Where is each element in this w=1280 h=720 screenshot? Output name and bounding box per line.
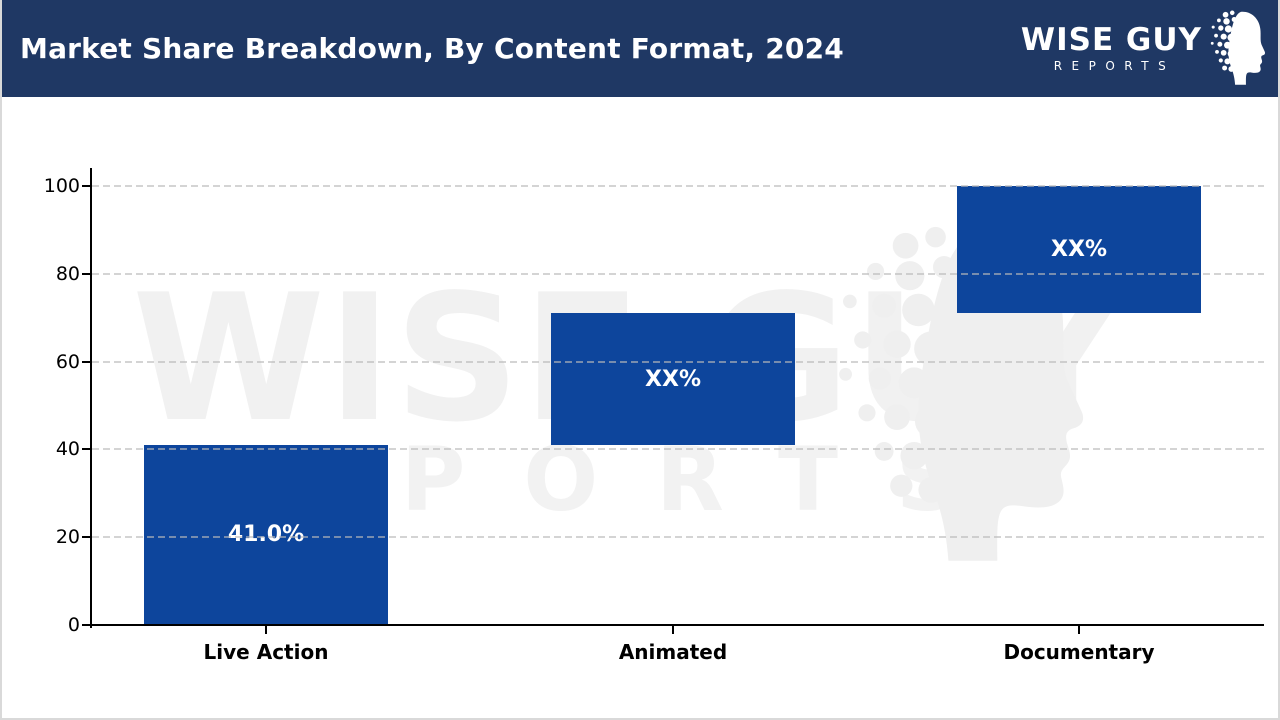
logo-tagline: REPORTS: [1053, 58, 1176, 73]
y-tick-mark-20: [82, 536, 90, 539]
y-tick-mark-40: [82, 448, 90, 451]
y-tick-mark-60: [82, 360, 90, 363]
y-tick-label-0: 0: [67, 614, 80, 636]
logo-name: WISE GUY: [1020, 22, 1202, 59]
y-tick-label-20: 20: [55, 526, 80, 549]
x-tick-mark-0: [265, 626, 267, 634]
y-tick-label-40: 40: [55, 438, 80, 461]
x-category-label-live-action: Live Action: [203, 640, 329, 664]
wise-guy-reports-logo: WISE GUY REPORTS: [1021, 9, 1268, 89]
y-tick-label-60: 60: [55, 350, 80, 373]
bar-animated: XX%: [551, 313, 795, 445]
gridline-y40: [92, 448, 1264, 451]
x-category-label-documentary: Documentary: [1003, 640, 1155, 664]
header-bar: Market Share Breakdown, By Content Forma…: [2, 0, 1278, 97]
bar-documentary: XX%: [957, 186, 1201, 314]
gridline-y80: [92, 272, 1264, 275]
gridline-y20: [92, 536, 1264, 539]
bar-live-action: 41.0%: [144, 445, 388, 625]
y-tick-mark-100: [82, 185, 90, 187]
y-tick-label-100: 100: [43, 175, 80, 197]
y-tick-label-80: 80: [55, 262, 80, 285]
gridline-y60: [92, 360, 1264, 363]
page-title: Market Share Breakdown, By Content Forma…: [20, 32, 844, 65]
logo-text: WISE GUY REPORTS: [1021, 24, 1202, 73]
y-axis-line: [90, 168, 92, 628]
y-tick-mark-0: [82, 624, 90, 626]
gridline-y100: [92, 185, 1264, 187]
x-axis-line: [90, 624, 1264, 626]
bar-value-label: 41.0%: [227, 522, 305, 548]
x-tick-mark-1: [672, 626, 674, 634]
bar-value-label: XX%: [1051, 237, 1107, 263]
y-tick-mark-80: [82, 272, 90, 275]
head-profile-icon: [1210, 10, 1266, 85]
x-category-label-animated: Animated: [618, 640, 728, 664]
bar-value-label: XX%: [645, 366, 701, 392]
x-tick-mark-2: [1078, 626, 1080, 634]
